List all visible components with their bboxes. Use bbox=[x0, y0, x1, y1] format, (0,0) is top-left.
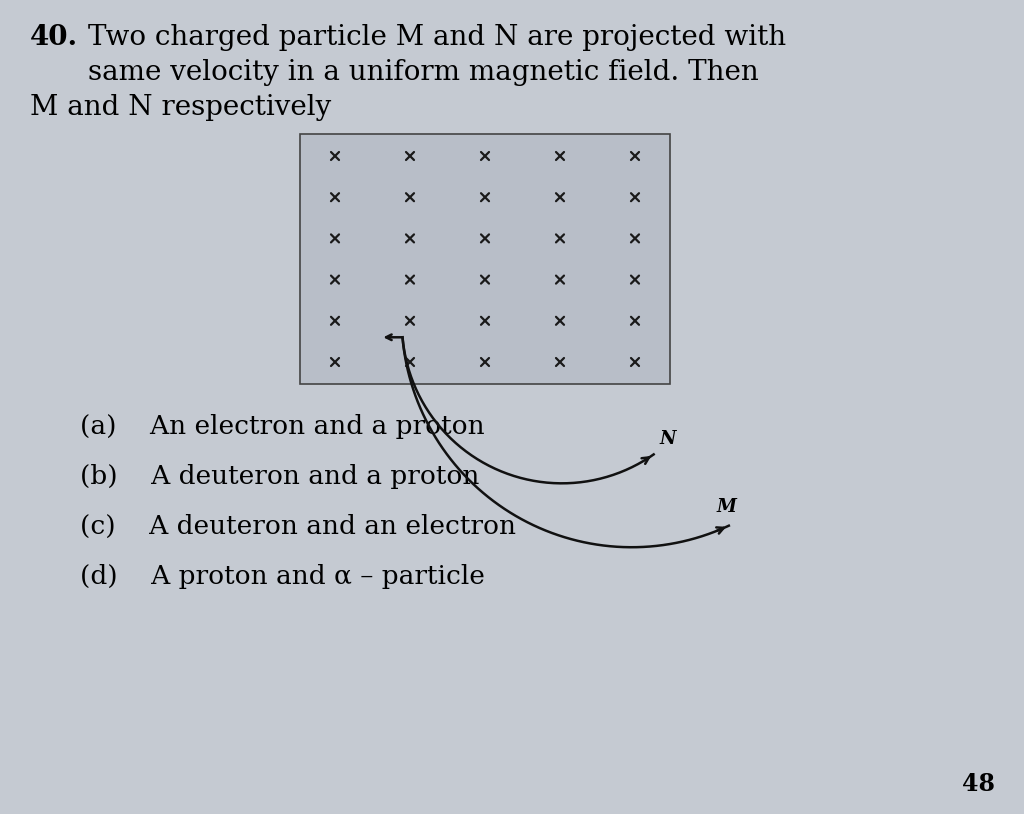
Text: (a)    An electron and a proton: (a) An electron and a proton bbox=[80, 414, 484, 439]
Text: same velocity in a uniform magnetic field. Then: same velocity in a uniform magnetic fiel… bbox=[88, 59, 759, 86]
Bar bbox=[300, 134, 670, 384]
Text: 48: 48 bbox=[962, 772, 995, 796]
Text: 40.: 40. bbox=[30, 24, 78, 51]
Text: (b)    A deuteron and a proton: (b) A deuteron and a proton bbox=[80, 464, 479, 489]
Text: Two charged particle M and N are projected with: Two charged particle M and N are project… bbox=[88, 24, 786, 51]
Text: (c)    A deuteron and an electron: (c) A deuteron and an electron bbox=[80, 514, 516, 539]
Text: M: M bbox=[717, 497, 736, 516]
Text: M and N respectively: M and N respectively bbox=[30, 94, 331, 121]
Text: (d)    A proton and α – particle: (d) A proton and α – particle bbox=[80, 564, 485, 589]
Text: N: N bbox=[659, 431, 676, 449]
